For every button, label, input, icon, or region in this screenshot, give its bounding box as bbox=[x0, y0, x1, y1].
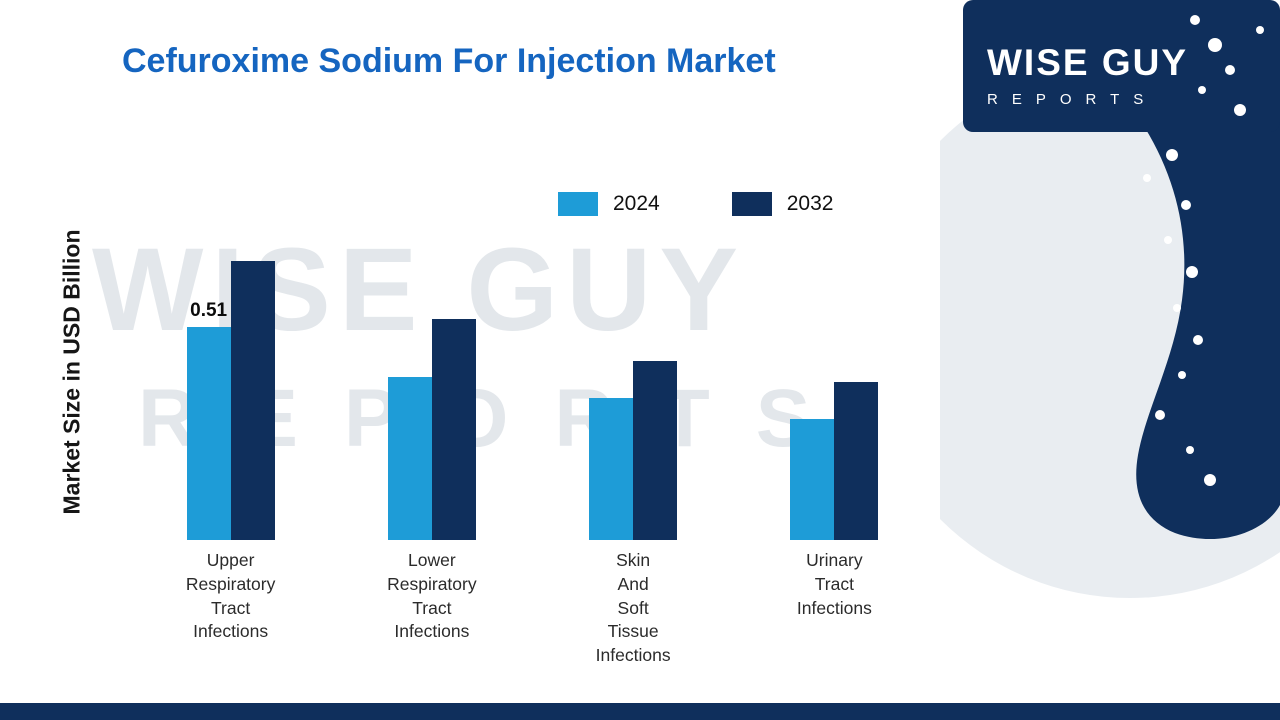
legend-swatch bbox=[731, 192, 772, 216]
bars bbox=[790, 240, 879, 540]
category-label: Upper Respiratory Tract Infections bbox=[185, 550, 276, 642]
bar-group: 0.51 Upper Respiratory Tract Infections bbox=[130, 240, 331, 668]
bar-groups: 0.51 Upper Respiratory Tract Infections Lo… bbox=[130, 240, 935, 668]
bar-2032 bbox=[834, 382, 879, 540]
legend-item-2024: 2024 bbox=[558, 192, 660, 216]
legend-item-2032: 2032 bbox=[731, 192, 834, 216]
bar-group: Urinary Tract Infections bbox=[734, 240, 935, 668]
legend: 2024 2032 bbox=[558, 192, 833, 216]
bar-2024 bbox=[790, 419, 835, 540]
face-silhouette bbox=[1136, 120, 1280, 540]
logo-wordmark: WISE GUY bbox=[987, 42, 1189, 83]
category-label: Lower Respiratory Tract Infections bbox=[387, 550, 477, 642]
logo: WISE GUY REPORTS bbox=[987, 42, 1188, 108]
bar-2032 bbox=[633, 361, 678, 540]
legend-label: 2024 bbox=[613, 192, 660, 215]
bar-2024: 0.51 bbox=[186, 300, 231, 540]
bars bbox=[589, 240, 678, 540]
bar-group: Lower Respiratory Tract Infections bbox=[331, 240, 532, 668]
bars bbox=[387, 240, 476, 540]
footer-bar bbox=[0, 703, 1280, 720]
dot-pattern bbox=[1143, 15, 1264, 486]
bar-chart: 0.51 Upper Respiratory Tract Infections Lo… bbox=[130, 240, 935, 668]
logo-subtitle: REPORTS bbox=[987, 91, 1158, 108]
page-title: Cefuroxime Sodium For Injection Market bbox=[122, 42, 776, 80]
y-axis-label: Market Size in USD Billion bbox=[58, 229, 85, 515]
bars: 0.51 bbox=[186, 240, 275, 540]
bar-value-label: 0.51 bbox=[190, 300, 228, 321]
legend-swatch bbox=[558, 192, 598, 216]
category-label: Skin And Soft Tissue Infections bbox=[595, 550, 671, 666]
bar-2024 bbox=[387, 377, 432, 540]
decor-graphic bbox=[940, 0, 1280, 598]
bar-group: Skin And Soft Tissue Infections bbox=[533, 240, 734, 668]
category-label: Urinary Tract Infections bbox=[796, 550, 872, 618]
bar-2024 bbox=[589, 398, 634, 540]
legend-label: 2032 bbox=[786, 192, 834, 215]
bar-2032 bbox=[431, 319, 476, 540]
bar-2032 bbox=[230, 261, 275, 540]
logo-background bbox=[963, 0, 1280, 132]
